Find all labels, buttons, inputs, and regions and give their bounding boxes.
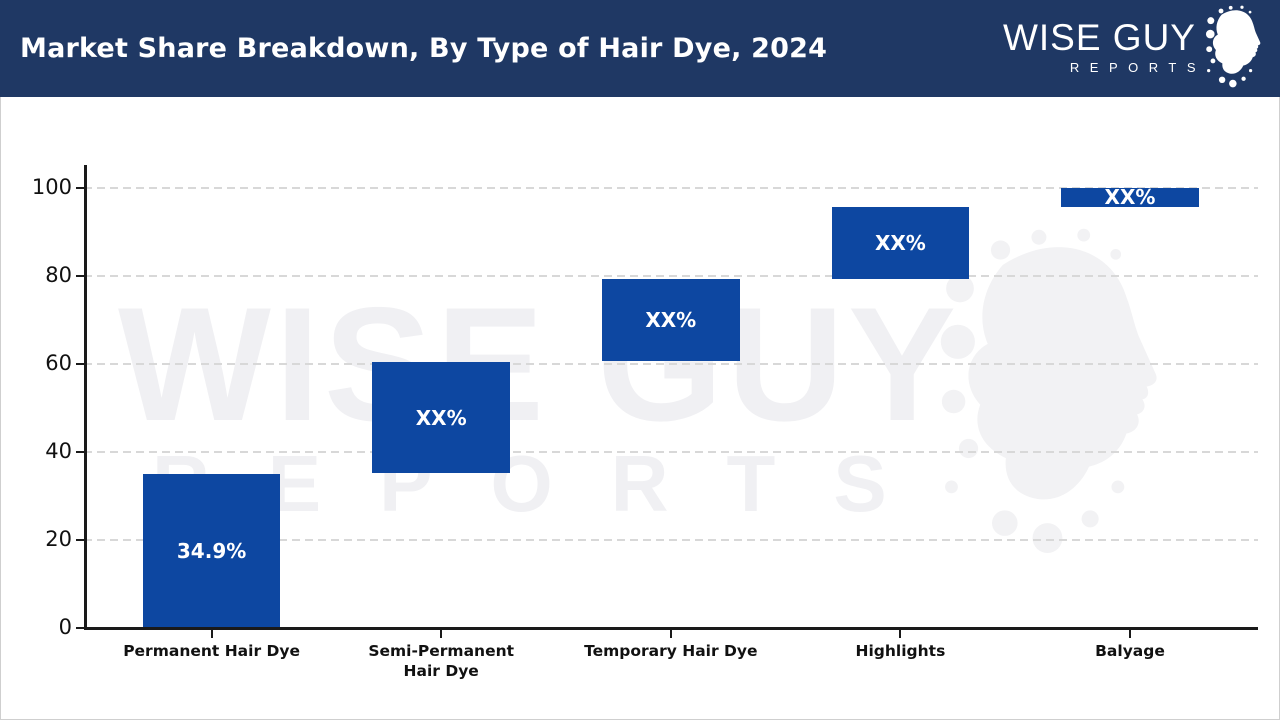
y-axis-tick-label: 60 bbox=[45, 350, 72, 375]
bar-segment: XX% bbox=[1061, 185, 1199, 210]
y-axis-tick-label: 20 bbox=[45, 526, 72, 551]
page-title: Market Share Breakdown, By Type of Hair … bbox=[20, 33, 828, 64]
y-axis-tick bbox=[76, 626, 84, 629]
bar-value-label: 34.9% bbox=[176, 538, 247, 563]
brand-logo-text: WISE GUY REPORTS bbox=[1002, 16, 1196, 76]
category-label: Highlights bbox=[855, 641, 946, 660]
x-axis-tick bbox=[899, 630, 902, 638]
x-axis-tick bbox=[440, 630, 443, 638]
gridline bbox=[84, 274, 1258, 277]
y-axis-tick bbox=[76, 450, 84, 453]
gridline bbox=[84, 450, 1258, 453]
y-axis-tick-label: 0 bbox=[58, 614, 72, 639]
x-axis-tick bbox=[210, 630, 213, 638]
y-axis-tick bbox=[76, 186, 84, 189]
watermark-text: WISE GUY bbox=[118, 274, 961, 455]
brand-subname: REPORTS bbox=[1069, 60, 1206, 76]
gridline bbox=[84, 538, 1258, 541]
bar-value-label: XX% bbox=[1104, 185, 1156, 210]
x-axis bbox=[84, 627, 1258, 630]
y-axis-tick-label: 40 bbox=[45, 438, 72, 463]
bar-segment: XX% bbox=[831, 207, 970, 279]
category-label: Permanent Hair Dye bbox=[123, 641, 300, 660]
y-axis-tick-label: 100 bbox=[31, 174, 72, 199]
header: Market Share Breakdown, By Type of Hair … bbox=[0, 0, 1280, 97]
watermark-head-graphic bbox=[940, 228, 1157, 553]
x-axis-tick bbox=[669, 630, 672, 638]
y-axis-tick-label: 80 bbox=[45, 262, 72, 287]
gridline bbox=[84, 362, 1258, 365]
category-label: Semi-Permanent Hair Dye bbox=[368, 641, 515, 680]
y-axis bbox=[84, 165, 87, 630]
gridline bbox=[84, 186, 1258, 189]
bar-segment: XX% bbox=[602, 279, 740, 361]
bar-value-label: XX% bbox=[874, 230, 926, 255]
wiseguy-head-icon bbox=[1205, 5, 1261, 88]
bar-value-label: XX% bbox=[645, 307, 697, 332]
brand-logo: WISE GUY REPORTS bbox=[1003, 4, 1268, 90]
bar-segment: 34.9% bbox=[142, 473, 281, 628]
y-axis-tick bbox=[76, 362, 84, 365]
y-axis-tick bbox=[76, 538, 84, 541]
bar-segment: XX% bbox=[372, 361, 510, 474]
bar-value-label: XX% bbox=[415, 405, 467, 430]
brand-name: WISE GUY bbox=[1002, 16, 1196, 58]
y-axis-tick bbox=[76, 274, 84, 277]
category-label: Balyage bbox=[1095, 641, 1165, 660]
x-axis-tick bbox=[1129, 630, 1131, 638]
category-label: Temporary Hair Dye bbox=[584, 641, 758, 660]
